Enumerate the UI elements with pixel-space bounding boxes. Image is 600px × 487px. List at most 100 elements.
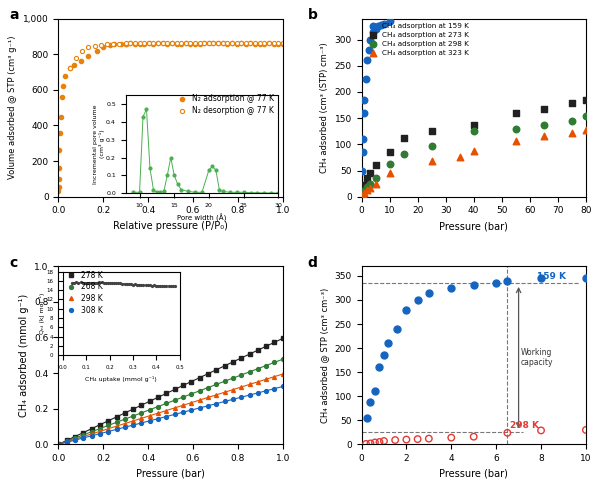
- CH₄ adsorption at 323 K: [469, 147, 479, 154]
- N₂ desorption @ 77 K: [127, 40, 134, 46]
- 268 K: [263, 363, 270, 369]
- 298 K: [205, 394, 212, 400]
- 298 K: [171, 405, 178, 411]
- 268 K: [138, 410, 145, 416]
- Y-axis label: Volume adsorbed @ STP (cm³ g⁻¹): Volume adsorbed @ STP (cm³ g⁻¹): [8, 36, 17, 179]
- N₂ desorption @ 77 K: [122, 40, 129, 46]
- 268 K: [205, 385, 212, 391]
- N₂ desorption @ 77 K: [150, 40, 157, 46]
- CH₄ adsorption at 323 K: [371, 180, 380, 187]
- 298 K: [188, 400, 195, 406]
- N₂ desorption @ 77 K: [238, 40, 245, 46]
- CH₄ adsorption at 273 K: [357, 190, 367, 198]
- CH₄ adsorption at 323 K: [567, 129, 577, 137]
- 278 K: [113, 414, 120, 420]
- 268 K: [221, 378, 228, 384]
- Line: 308 K: 308 K: [56, 385, 285, 446]
- CH₄ adsorption at 159 K: [374, 22, 383, 30]
- 278 K: [246, 351, 253, 357]
- 308 K: [55, 442, 62, 448]
- Point: [446, 284, 456, 292]
- 308 K: [196, 405, 203, 411]
- N₂ desorption @ 77 K: [275, 40, 282, 46]
- 308 K: [80, 435, 87, 441]
- 278 K: [104, 418, 112, 424]
- 268 K: [104, 423, 112, 429]
- 278 K: [171, 387, 178, 393]
- CH₄ adsorption at 298 K: [469, 127, 479, 135]
- CH₄ adsorption at 159 K: [358, 148, 367, 156]
- 308 K: [271, 386, 278, 392]
- 308 K: [205, 403, 212, 409]
- Line: 268 K: 268 K: [56, 357, 285, 446]
- 308 K: [246, 392, 253, 398]
- 268 K: [238, 372, 245, 378]
- 308 K: [63, 439, 70, 445]
- 278 K: [63, 437, 70, 443]
- CH₄ adsorption at 159 K: [361, 75, 371, 83]
- 278 K: [121, 410, 128, 416]
- Point: [379, 352, 389, 359]
- Y-axis label: CH₄ adsorbed (cm³ (STP) cm⁻³): CH₄ adsorbed (cm³ (STP) cm⁻³): [320, 42, 329, 173]
- Point: [413, 296, 422, 304]
- CH₄ adsorption at 298 K: [365, 180, 375, 187]
- N₂ adsorption @ 77 K: [279, 41, 286, 47]
- N₂ desorption @ 77 K: [191, 40, 199, 46]
- Point: [401, 306, 411, 314]
- 278 K: [229, 359, 236, 365]
- N₂ desorption @ 77 K: [219, 40, 226, 46]
- CH₄ adsorption at 159 K: [359, 109, 368, 117]
- 278 K: [80, 430, 87, 435]
- N₂ desorption @ 77 K: [270, 40, 277, 46]
- N₂ desorption @ 77 K: [205, 40, 212, 46]
- CH₄ adsorption at 298 K: [581, 112, 591, 119]
- 298 K: [179, 402, 187, 408]
- 278 K: [279, 336, 286, 341]
- Y-axis label: CH₄ adsorbed (mmol g⁻¹): CH₄ adsorbed (mmol g⁻¹): [19, 294, 29, 417]
- CH₄ adsorption at 298 K: [567, 117, 577, 125]
- Point: [374, 363, 384, 371]
- 308 K: [171, 412, 178, 417]
- N₂ desorption @ 77 K: [178, 40, 185, 46]
- CH₄ adsorption at 273 K: [539, 105, 548, 113]
- 268 K: [212, 381, 220, 387]
- 308 K: [104, 429, 112, 434]
- Line: 298 K: 298 K: [56, 372, 285, 446]
- CH₄ adsorption at 159 K: [359, 96, 369, 104]
- Point: [503, 277, 512, 284]
- Point: [424, 435, 434, 443]
- CH₄ adsorption at 273 K: [427, 127, 436, 135]
- Point: [392, 325, 402, 333]
- CH₄ adsorption at 323 K: [365, 184, 375, 192]
- 308 K: [163, 413, 170, 419]
- 268 K: [113, 419, 120, 425]
- N₂ desorption @ 77 K: [72, 55, 79, 61]
- 268 K: [254, 366, 262, 372]
- 298 K: [130, 418, 137, 424]
- Point: [365, 398, 375, 406]
- 298 K: [279, 371, 286, 377]
- Text: 298 K: 298 K: [509, 422, 539, 431]
- CH₄ adsorption at 298 K: [371, 174, 380, 182]
- 298 K: [229, 387, 236, 393]
- N₂ desorption @ 77 K: [103, 41, 110, 47]
- CH₄ adsorption at 298 K: [511, 125, 521, 132]
- 268 K: [121, 416, 128, 422]
- 308 K: [179, 409, 187, 415]
- CH₄ adsorption at 298 K: [358, 190, 368, 198]
- N₂ desorption @ 77 K: [265, 40, 272, 46]
- Point: [469, 281, 479, 289]
- 278 K: [71, 433, 79, 439]
- X-axis label: Pressure (bar): Pressure (bar): [439, 221, 508, 231]
- N₂ desorption @ 77 K: [279, 40, 286, 46]
- N₂ desorption @ 77 K: [116, 41, 123, 47]
- 298 K: [246, 381, 253, 387]
- CH₄ adsorption at 323 K: [539, 132, 548, 140]
- N₂ desorption @ 77 K: [200, 40, 208, 46]
- CH₄ adsorption at 323 K: [358, 191, 368, 199]
- 298 K: [212, 392, 220, 398]
- N₂ desorption @ 77 K: [97, 42, 104, 48]
- Point: [391, 436, 400, 444]
- 298 K: [55, 442, 62, 448]
- N₂ desorption @ 77 K: [164, 40, 171, 46]
